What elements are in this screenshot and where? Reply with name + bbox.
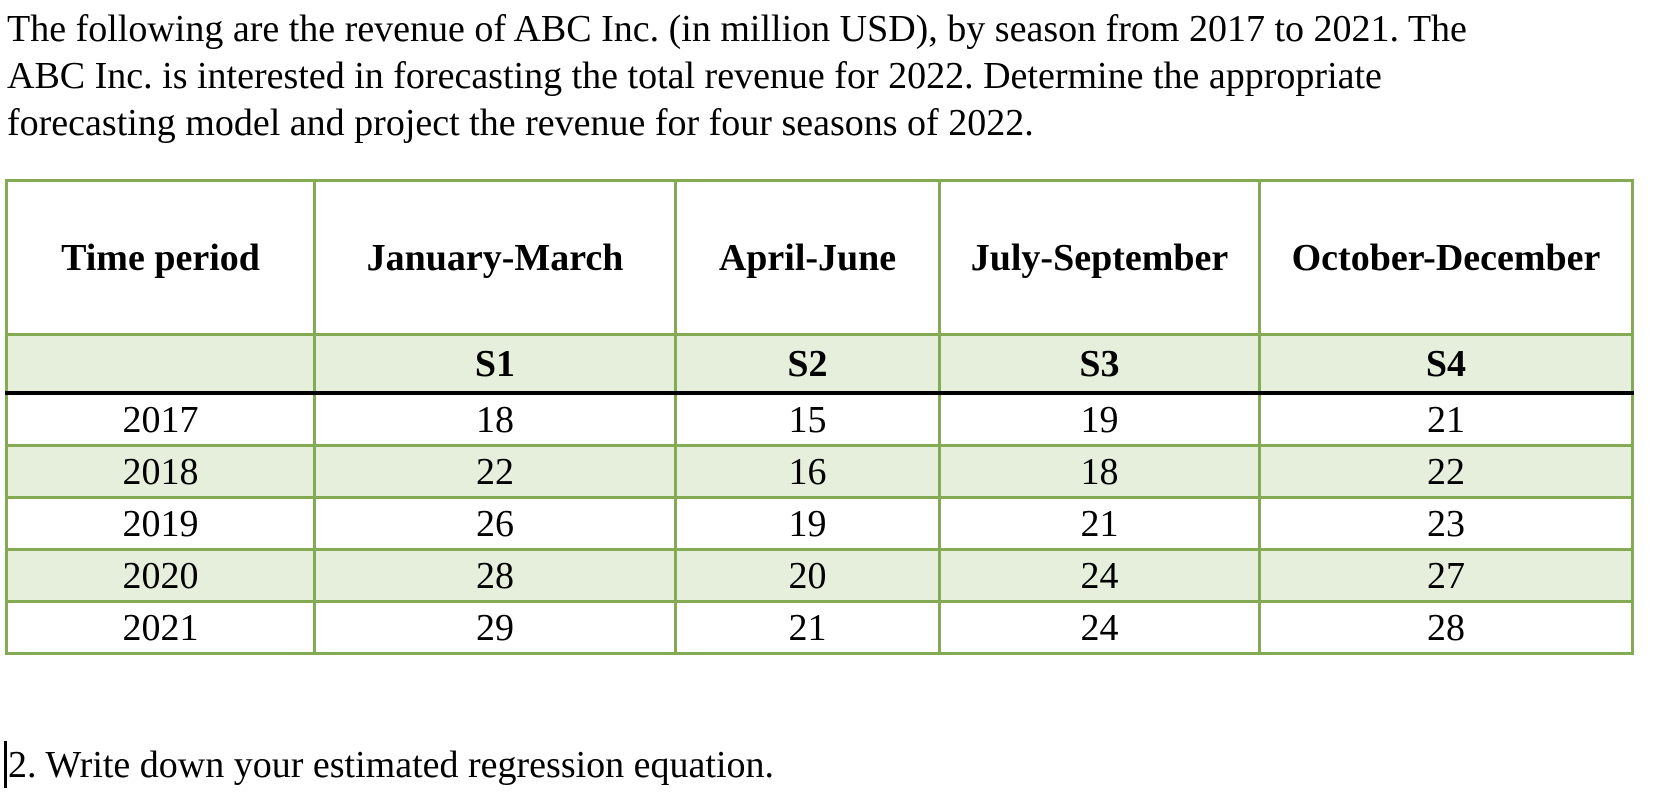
season-label-s2: S2 [674,333,941,395]
season-label-s1: S1 [313,333,677,395]
revenue-cell: 18 [938,444,1261,499]
revenue-cell: 19 [938,391,1261,447]
table-row-2019: 2019 26 19 21 23 [5,496,1634,551]
revenue-cell: 19 [674,496,941,551]
column-header-july-september: July-September [938,179,1261,336]
season-label-empty [5,333,316,395]
intro-paragraph: The following are the revenue of ABC Inc… [7,6,1657,147]
season-label-row: S1 S2 S3 S4 [5,333,1634,395]
table-header-row: Time period January-March April-June Jul… [5,179,1634,336]
season-label-s3: S3 [938,333,1261,395]
revenue-cell: 22 [313,444,677,499]
column-header-time-period: Time period [5,179,316,336]
revenue-cell: 21 [1258,391,1634,447]
revenue-cell: 26 [313,496,677,551]
column-header-january-march: January-March [313,179,677,336]
intro-line-2: ABC Inc. is interested in forecasting th… [7,55,1382,97]
revenue-cell: 28 [1258,600,1634,655]
question-2-text: 2. Write down your estimated regression … [8,744,775,786]
intro-line-1: The following are the revenue of ABC Inc… [7,8,1467,50]
year-cell: 2020 [5,548,316,603]
revenue-cell: 24 [938,548,1261,603]
year-cell: 2019 [5,496,316,551]
table-row-2017: 2017 18 15 19 21 [5,391,1634,447]
season-label-s4: S4 [1258,333,1634,395]
revenue-cell: 21 [938,496,1261,551]
table-row-2020: 2020 28 20 24 27 [5,548,1634,603]
revenue-cell: 23 [1258,496,1634,551]
revenue-cell: 28 [313,548,677,603]
column-header-april-june: April-June [674,179,941,336]
year-cell: 2021 [5,600,316,655]
revenue-cell: 18 [313,391,677,447]
revenue-table: Time period January-March April-June Jul… [5,179,1634,655]
year-cell: 2018 [5,444,316,499]
revenue-cell: 22 [1258,444,1634,499]
table-row-2021: 2021 29 21 24 28 [5,600,1634,655]
revenue-cell: 20 [674,548,941,603]
year-cell: 2017 [5,391,316,447]
text-cursor [4,741,7,788]
column-header-october-december: October-December [1258,179,1634,336]
revenue-cell: 16 [674,444,941,499]
revenue-cell: 15 [674,391,941,447]
revenue-cell: 24 [938,600,1261,655]
revenue-cell: 29 [313,600,677,655]
table-row-2018: 2018 22 16 18 22 [5,444,1634,499]
revenue-cell: 27 [1258,548,1634,603]
revenue-cell: 21 [674,600,941,655]
intro-line-3: forecasting model and project the revenu… [7,102,1034,144]
